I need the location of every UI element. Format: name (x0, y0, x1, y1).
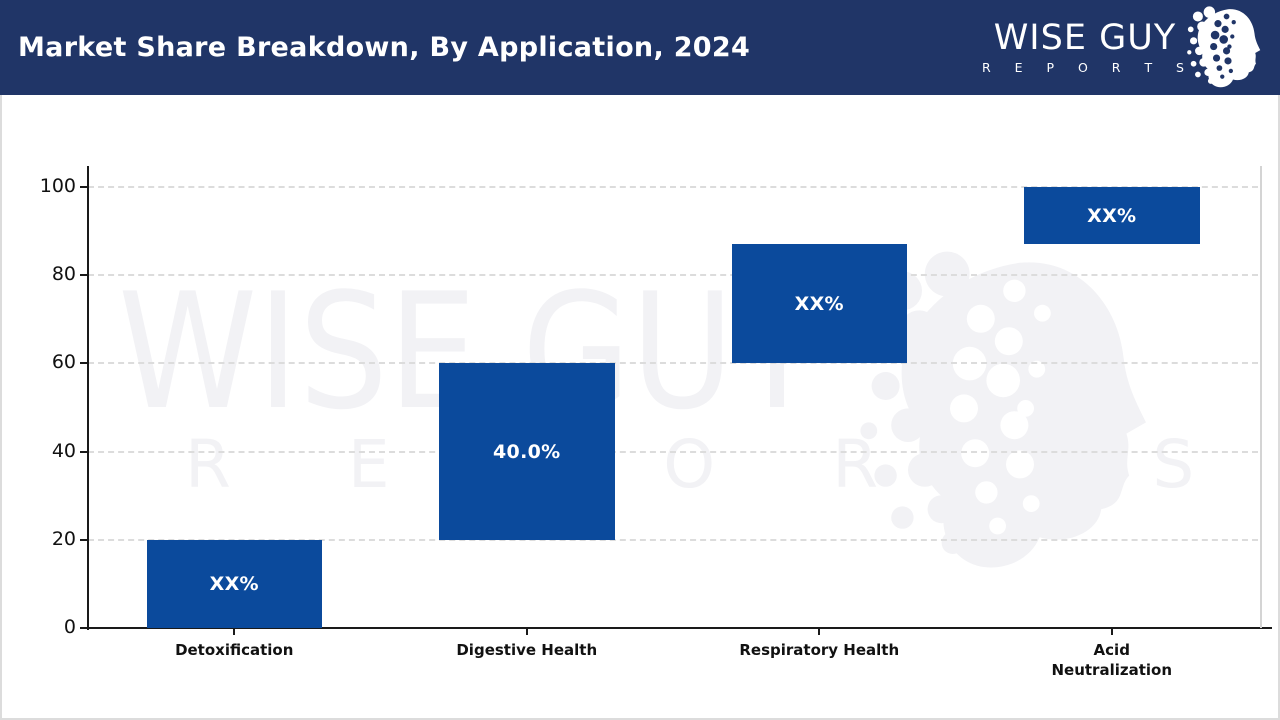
x-tickmark-1 (233, 629, 236, 635)
x-axis-category-label: Digestive Health (456, 641, 598, 659)
x-tickmark-4 (1110, 629, 1113, 635)
y-axis-tick-label: 20 (51, 527, 76, 550)
logo-text: WISE GUY R E P O R T S (976, 17, 1194, 75)
x-tickmark-2 (525, 629, 528, 635)
y-tickmark-60 (80, 362, 88, 365)
y-axis-tick-label: 60 (51, 351, 76, 374)
y-axis-tick-label: 100 (39, 175, 76, 197)
x-axis-category-label: Respiratory Health (739, 641, 900, 659)
y-axis-tick-label: 80 (51, 263, 76, 286)
page-title: Market Share Breakdown, By Application, … (18, 32, 751, 63)
gridline-80 (88, 274, 1258, 277)
gridline-60 (88, 362, 1258, 365)
y-axis-line (87, 166, 89, 630)
bar-value-label: XX% (209, 572, 259, 595)
gridline-100 (88, 186, 1258, 188)
y-axis-tick-label: 40 (51, 439, 76, 462)
y-tickmark-40 (80, 450, 88, 453)
gridline-40 (88, 450, 1258, 453)
y-axis-tick-label: 0 (63, 616, 76, 638)
x-tickmark-3 (818, 629, 821, 635)
y-tickmark-80 (80, 274, 88, 277)
plot-right-border (1260, 166, 1262, 628)
logo-wordmark: WISE GUY (993, 17, 1177, 58)
bar-3: XX% (731, 244, 907, 364)
bar-4: XX% (1024, 187, 1200, 245)
header-bar: Market Share Breakdown, By Application, … (0, 0, 1280, 95)
x-axis-category-label: Detoxification (175, 641, 294, 659)
bar-1: XX% (146, 539, 322, 628)
bar-2: 40.0% (439, 363, 615, 540)
wise-guy-logo: WISE GUY R E P O R T S (976, 5, 1274, 91)
y-tickmark-100 (80, 186, 88, 188)
gridline-20 (88, 538, 1258, 541)
bar-value-label: XX% (1087, 204, 1137, 227)
x-axis-line (87, 627, 1272, 629)
bar-value-label: XX% (794, 292, 844, 315)
wise-guy-face-icon (1182, 5, 1274, 91)
y-tickmark-20 (80, 538, 88, 541)
y-tickmark-0 (80, 627, 88, 629)
logo-subtitle: R E P O R T S (981, 59, 1194, 75)
bar-value-label: 40.0% (493, 440, 561, 463)
x-axis-category-label: Acid Neutralization (1051, 641, 1173, 680)
